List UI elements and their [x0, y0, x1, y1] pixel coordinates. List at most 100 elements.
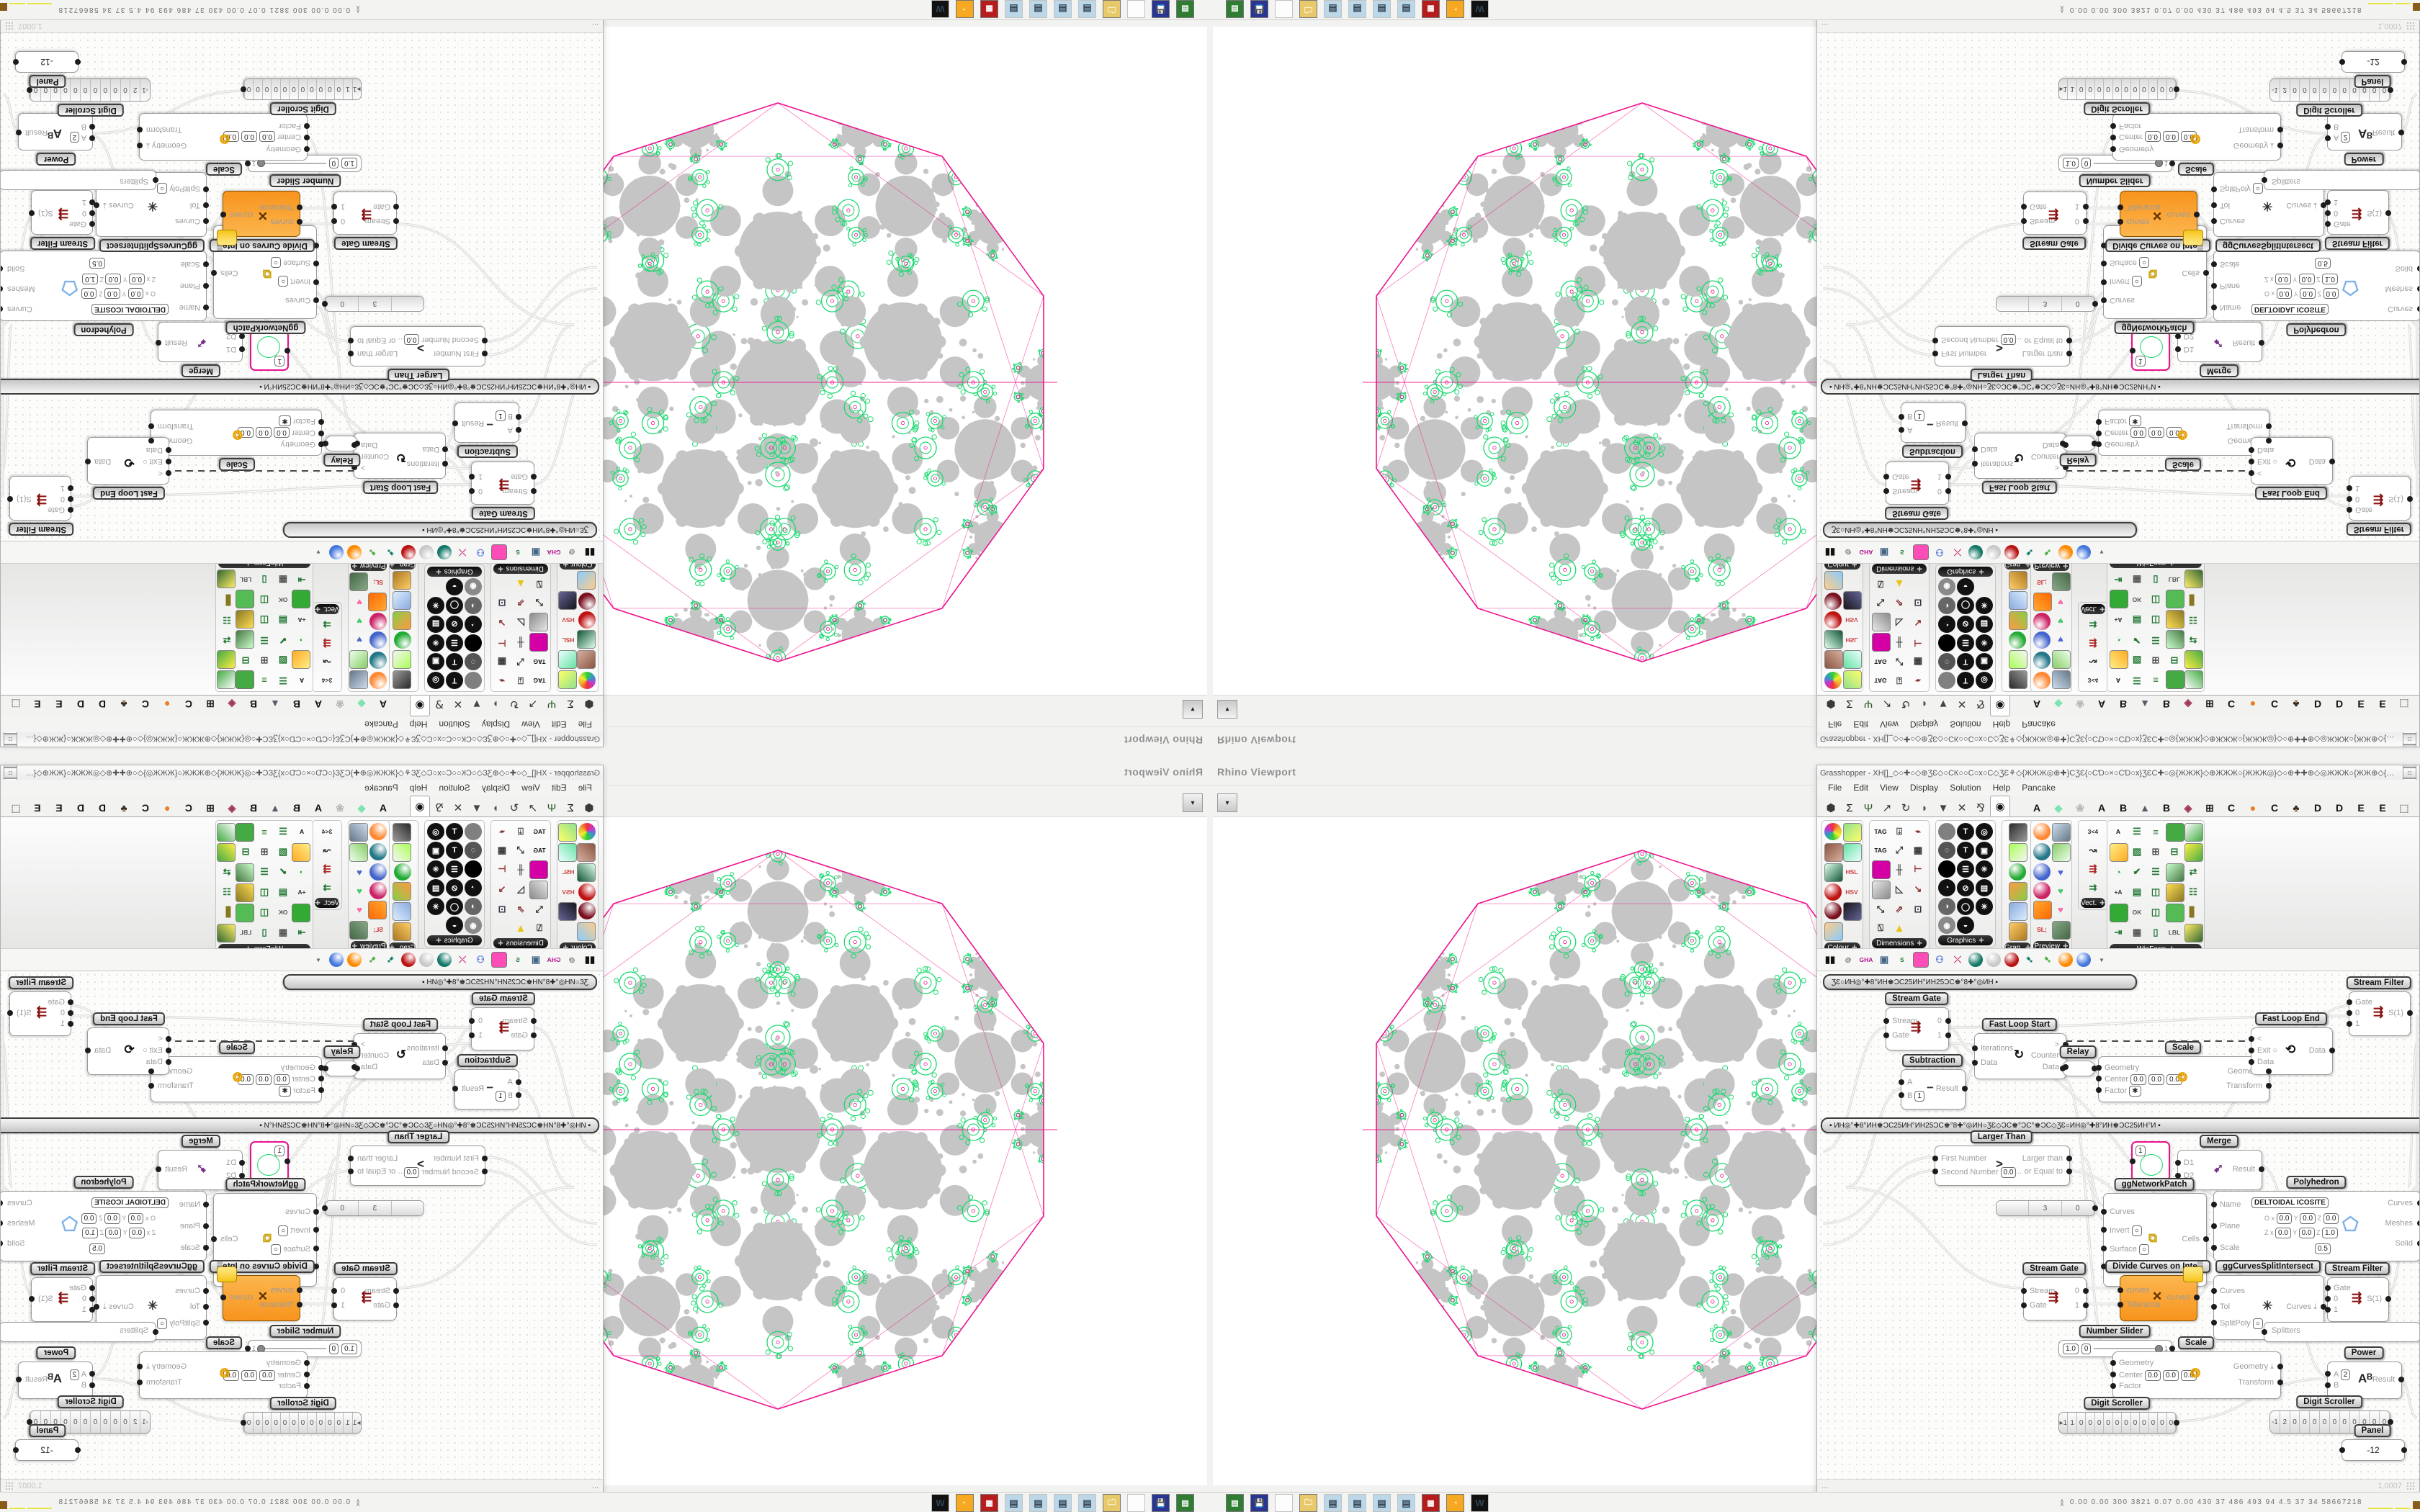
- profiler-expand-icon[interactable]: ∧ ∧: [2060, 1498, 2064, 1508]
- palette-icon[interactable]: OK: [278, 596, 288, 603]
- in-port[interactable]: [2101, 1264, 2107, 1270]
- palette-icon[interactable]: ♥: [357, 885, 362, 896]
- palette-icon[interactable]: [427, 917, 444, 934]
- taskbar-icon-0[interactable]: ▤: [1226, 1494, 1244, 1512]
- toolbar-icon-10[interactable]: [2004, 953, 2019, 967]
- palette-icon[interactable]: ◉: [1938, 578, 1955, 595]
- in-port[interactable]: [89, 210, 95, 216]
- out-port[interactable]: [2407, 1010, 2413, 1016]
- in-port[interactable]: [2096, 441, 2102, 448]
- toolbar-icon-9[interactable]: [1986, 545, 2001, 559]
- taskbar-icon-9[interactable]: ◔: [1446, 1494, 1464, 1512]
- tab-plugin-15[interactable]: E: [2357, 698, 2365, 710]
- out-port[interactable]: [322, 301, 328, 307]
- tab-category-1[interactable]: Σ: [1846, 698, 1853, 711]
- palette-icon[interactable]: T: [446, 823, 463, 840]
- in-port[interactable]: [75, 1447, 81, 1453]
- palette-icon[interactable]: ⇉: [2089, 882, 2097, 893]
- in-port[interactable]: [1932, 1169, 1938, 1174]
- in-port[interactable]: [482, 351, 488, 356]
- palette-icon[interactable]: [369, 631, 387, 649]
- node-fast-loop-start[interactable]: Iterations Data > Counter Data ↻: [1972, 1033, 2069, 1079]
- node-label-digit-scroller-1[interactable]: Digit Scroller: [270, 102, 336, 115]
- palette-icon[interactable]: [1843, 823, 1862, 842]
- palette-icon[interactable]: ◔: [465, 616, 482, 633]
- toolbar-icon-5[interactable]: [491, 544, 507, 560]
- palette-icon[interactable]: ◉: [465, 578, 482, 595]
- palette-icon[interactable]: [369, 843, 387, 860]
- node-mini-panel[interactable]: 1: [2130, 330, 2170, 371]
- palette-icon[interactable]: ⊡: [498, 904, 506, 914]
- palette-icon[interactable]: [2052, 572, 2071, 591]
- grasshopper-canvas[interactable]: ƷƐ○ИН◎°✚8°ИН♚ƆϹ25ИН°ИН25ƆϹ♚°8✚°◎ИН ▪ ▪ ИН…: [1, 33, 603, 541]
- out-port[interactable]: [137, 1364, 143, 1370]
- palette-icon[interactable]: ◯: [446, 597, 463, 614]
- palette-icon[interactable]: HSV: [562, 888, 575, 896]
- node-scale-2[interactable]: Geometry Center 0.0 0.0 0.0 Factor Geometry…: [2110, 1351, 2283, 1399]
- palette-icon[interactable]: ↘: [1914, 883, 1922, 894]
- in-port[interactable]: [2211, 1245, 2217, 1251]
- in-port[interactable]: [516, 414, 521, 420]
- taskbar-icon-10[interactable]: W: [931, 0, 949, 18]
- palette-group-label[interactable]: Vect. ✚: [315, 604, 339, 614]
- in-port[interactable]: [2325, 135, 2331, 142]
- palette-icon[interactable]: [2033, 823, 2051, 840]
- palette-icon[interactable]: ☰: [446, 634, 463, 652]
- node-stream-gate-1[interactable]: Stream Gate 0 1 ⇶: [1883, 462, 1951, 505]
- palette-icon[interactable]: [1843, 591, 1862, 610]
- palette-icon[interactable]: [2166, 630, 2184, 649]
- minimize-button[interactable]: ▁: [4, 744, 17, 747]
- in-port[interactable]: [2130, 1158, 2136, 1164]
- tab-category-8[interactable]: ⅋: [435, 802, 444, 814]
- palette-icon[interactable]: ◎: [1976, 672, 1993, 689]
- toolbar-icon-2[interactable]: GHA: [547, 549, 561, 556]
- tab-plugin-5[interactable]: ▲: [2140, 802, 2150, 814]
- palette-icon[interactable]: T: [1957, 653, 1974, 670]
- node-label-panel-12[interactable]: Panel: [29, 75, 66, 88]
- node-digit-scroller-1[interactable]: ▸1 1 0 0 0 0 0 0 0 0 0 0 0: [241, 1412, 362, 1434]
- palette-icon[interactable]: ▨: [278, 846, 288, 857]
- palette-icon[interactable]: SL;: [373, 926, 383, 933]
- tab-category-4[interactable]: ↻: [1901, 802, 1911, 814]
- in-port[interactable]: [2175, 1173, 2181, 1179]
- in-port[interactable]: [297, 1287, 302, 1293]
- palette-icon[interactable]: ▤: [2132, 886, 2142, 897]
- palette-icon[interactable]: OK: [2132, 596, 2142, 603]
- taskbar-icon-10[interactable]: W: [1471, 1494, 1489, 1512]
- tab-category-2[interactable]: Ψ: [547, 801, 557, 814]
- palette-icon[interactable]: [1843, 650, 1862, 669]
- menu-display[interactable]: Display: [1909, 782, 1939, 793]
- toolbar-icon-11[interactable]: ➴: [2025, 547, 2034, 558]
- node-label-power[interactable]: Power: [36, 153, 76, 166]
- palette-icon[interactable]: [392, 591, 411, 610]
- palette-group-label[interactable]: Colour ✚: [1824, 942, 1860, 948]
- palette-icon[interactable]: ▋: [223, 906, 230, 917]
- palette-group-label[interactable]: Dimensions ✚: [1872, 564, 1927, 574]
- palette-icon[interactable]: ✳: [427, 634, 444, 652]
- palette-icon[interactable]: ♥: [2058, 634, 2063, 646]
- palette-icon[interactable]: ◎: [427, 823, 444, 840]
- node-panel-12[interactable]: -12: [2339, 1439, 2407, 1461]
- out-port[interactable]: [331, 204, 337, 210]
- out-port[interactable]: [2401, 59, 2407, 65]
- maximize-button[interactable]: □: [2403, 734, 2416, 745]
- out-port[interactable]: [469, 487, 475, 494]
- menu-help[interactable]: Help: [1992, 719, 2011, 730]
- palette-icon[interactable]: ⍗: [518, 675, 524, 686]
- palette-icon[interactable]: ◔: [299, 634, 305, 646]
- palette-icon[interactable]: ☷: [2189, 615, 2197, 626]
- out-port[interactable]: [2092, 1066, 2097, 1071]
- palette-icon[interactable]: [1843, 670, 1862, 689]
- node-label-subtraction[interactable]: Subtraction: [457, 1054, 518, 1067]
- node-label-power[interactable]: Power: [2344, 1346, 2384, 1359]
- out-port[interactable]: [2417, 266, 2419, 271]
- out-port[interactable]: [148, 423, 154, 429]
- in-port[interactable]: [2347, 507, 2352, 513]
- name-value[interactable]: DELTOIDAL ICOSITE: [2251, 1197, 2329, 1208]
- out-port[interactable]: [13, 59, 19, 65]
- out-port[interactable]: [2329, 1048, 2335, 1053]
- node-polyhedron[interactable]: Name Plane Scale DELTOIDAL ICOSITE O x 0.0 …: [1, 1191, 209, 1261]
- taskbar-icon-6[interactable]: ▤: [1029, 0, 1047, 18]
